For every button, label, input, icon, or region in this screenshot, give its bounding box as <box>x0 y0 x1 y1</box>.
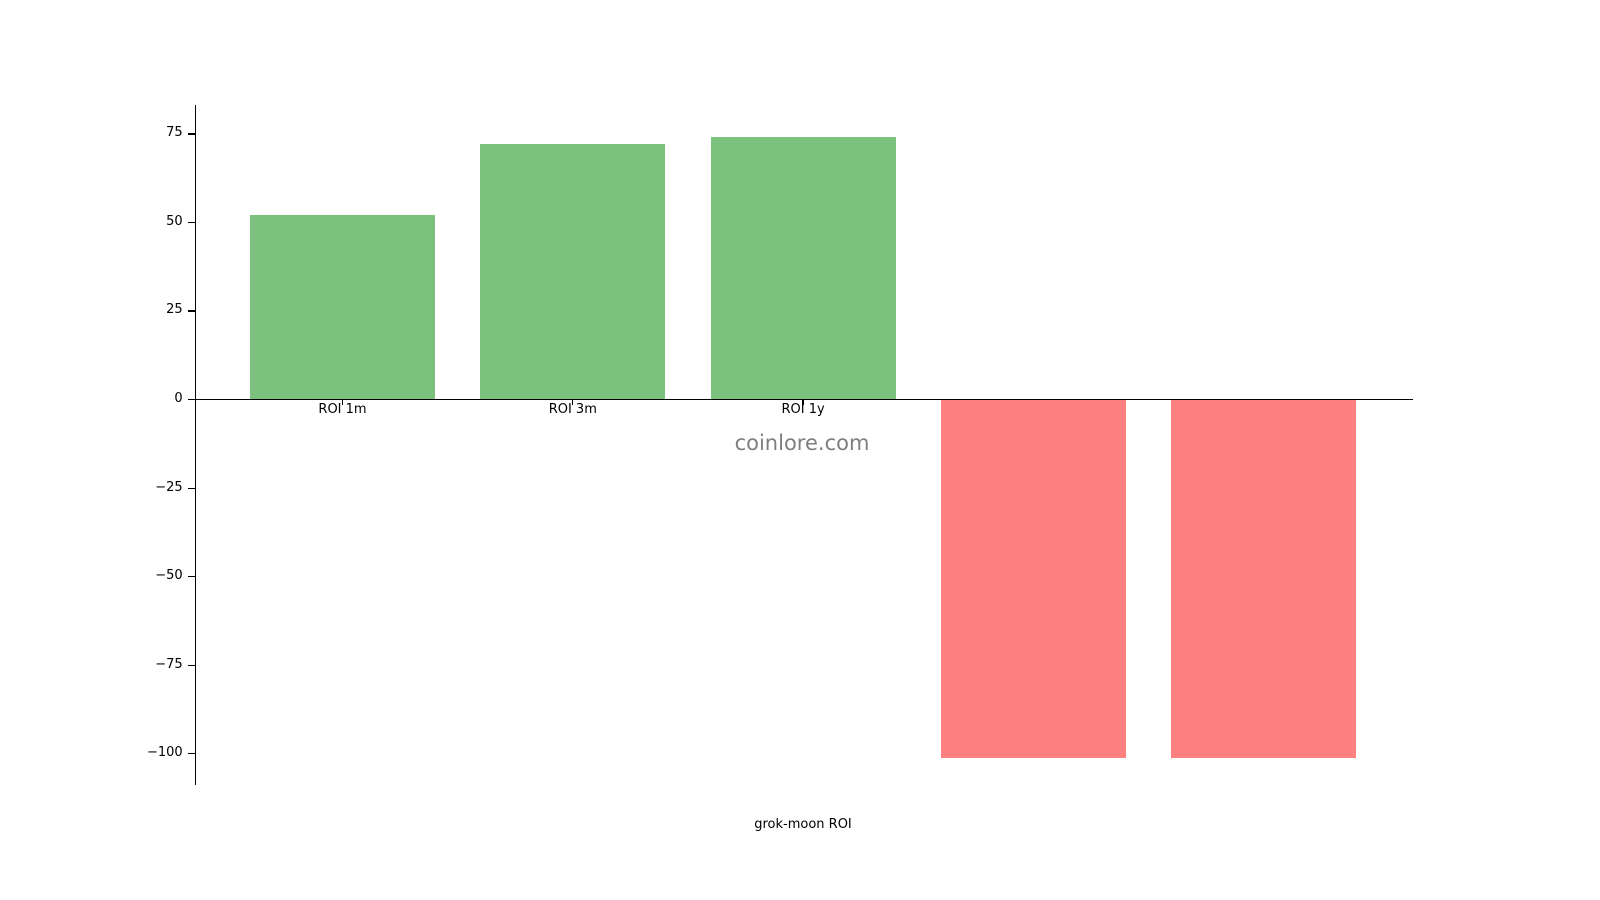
bar-roi-1m <box>250 214 435 399</box>
y-axis-tick-label: 25 <box>166 302 183 318</box>
y-axis-tick <box>187 221 195 224</box>
y-axis-tick <box>187 310 195 312</box>
x-axis-tick <box>572 400 574 406</box>
y-axis-tick <box>187 753 195 755</box>
x-axis-tick <box>802 400 804 406</box>
x-axis-tick <box>341 400 344 406</box>
y-axis-tick-label: −25 <box>155 479 183 495</box>
y-axis-tick <box>187 487 195 489</box>
y-axis-tick-label: 50 <box>166 213 183 229</box>
y-axis-tick-label: 0 <box>174 390 183 406</box>
y-axis-tick-label: −50 <box>155 568 183 584</box>
y-axis-tick <box>187 133 195 135</box>
watermark-text: coinlore.com <box>734 431 870 455</box>
x-axis-tick-label: ROI 3m <box>548 401 597 417</box>
x-axis-zero-line <box>194 398 1413 401</box>
y-axis-tick-label: −100 <box>146 745 183 761</box>
bar-negative-5 <box>1171 400 1357 758</box>
y-axis-spine <box>194 105 196 785</box>
bar-roi-3m <box>480 143 666 399</box>
y-axis-tick <box>187 576 195 578</box>
x-axis-tick-label: ROI 1m <box>318 401 367 417</box>
bar-negative-4 <box>940 400 1126 758</box>
chart-title: grok-moon ROI <box>754 817 852 832</box>
y-axis-tick-label: 75 <box>166 125 183 141</box>
bar-roi-1y <box>710 136 896 399</box>
y-axis-tick-label: −75 <box>155 656 183 672</box>
y-axis-tick <box>187 664 195 666</box>
x-axis-tick-label: ROI 1y <box>781 401 825 417</box>
y-axis-tick <box>187 398 195 401</box>
